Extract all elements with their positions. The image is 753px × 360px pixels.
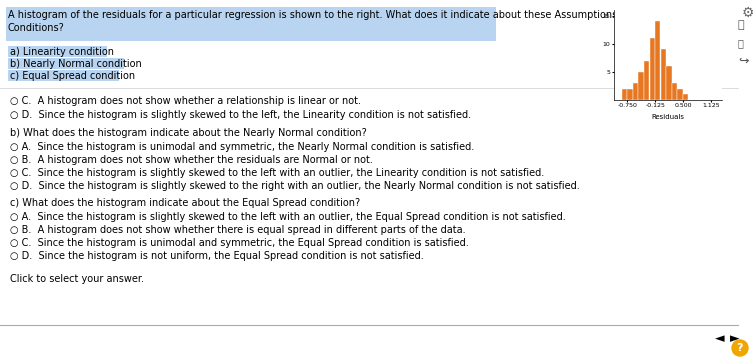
Bar xyxy=(633,83,639,100)
Bar xyxy=(8,46,107,57)
Text: c) What does the histogram indicate about the Equal Spread condition?: c) What does the histogram indicate abou… xyxy=(10,198,360,208)
Bar xyxy=(666,66,672,100)
Text: A histogram of the residuals for a particular regression is shown to the right. : A histogram of the residuals for a parti… xyxy=(8,10,639,33)
Bar xyxy=(678,89,683,100)
Bar xyxy=(661,49,666,100)
Text: ?: ? xyxy=(736,343,743,353)
Bar xyxy=(672,83,677,100)
Text: ↪: ↪ xyxy=(738,55,748,68)
Text: ○ D.  Since the histogram is slightly skewed to the right with an outlier, the N: ○ D. Since the histogram is slightly ske… xyxy=(10,181,580,191)
Bar xyxy=(683,94,688,100)
Text: 🔍: 🔍 xyxy=(738,38,744,48)
Bar xyxy=(639,72,644,100)
Text: ○ A.  Since the histogram is unimodal and symmetric, the Nearly Normal condition: ○ A. Since the histogram is unimodal and… xyxy=(10,142,474,152)
Text: ○ B.  A histogram does not show whether the residuals are Normal or not.: ○ B. A histogram does not show whether t… xyxy=(10,155,373,165)
Bar xyxy=(6,7,496,41)
Circle shape xyxy=(732,340,748,356)
Text: ○ D.  Since the histogram is slightly skewed to the left, the Linearity conditio: ○ D. Since the histogram is slightly ske… xyxy=(10,110,471,120)
Text: Click to select your answer.: Click to select your answer. xyxy=(10,274,144,284)
Bar xyxy=(655,21,660,100)
Bar xyxy=(644,60,649,100)
Text: a) Linearity condition: a) Linearity condition xyxy=(10,47,114,57)
Text: ○ B.  A histogram does not show whether there is equal spread in different parts: ○ B. A histogram does not show whether t… xyxy=(10,225,465,235)
Text: c) Equal Spread condition: c) Equal Spread condition xyxy=(10,71,135,81)
Text: ⚙: ⚙ xyxy=(742,6,753,20)
Text: ○ C.  A histogram does not show whether a relationship is linear or not.: ○ C. A histogram does not show whether a… xyxy=(10,96,361,106)
Text: ►: ► xyxy=(730,332,739,345)
Bar xyxy=(8,70,120,81)
Bar xyxy=(8,58,123,69)
Text: ○ C.  Since the histogram is unimodal and symmetric, the Equal Spread condition : ○ C. Since the histogram is unimodal and… xyxy=(10,238,469,248)
Text: 🔍: 🔍 xyxy=(738,20,745,30)
Text: b) What does the histogram indicate about the Nearly Normal condition?: b) What does the histogram indicate abou… xyxy=(10,128,367,138)
Bar xyxy=(650,38,655,100)
Bar xyxy=(622,89,627,100)
Text: ◄: ◄ xyxy=(715,332,724,345)
Text: ○ C.  Since the histogram is slightly skewed to the left with an outlier, the Li: ○ C. Since the histogram is slightly ske… xyxy=(10,168,544,178)
X-axis label: Residuals: Residuals xyxy=(651,114,684,120)
Text: b) Nearly Normal condition: b) Nearly Normal condition xyxy=(10,59,142,69)
Text: ○ A.  Since the histogram is slightly skewed to the left with an outlier, the Eq: ○ A. Since the histogram is slightly ske… xyxy=(10,212,566,222)
Text: ○ D.  Since the histogram is not uniform, the Equal Spread condition is not sati: ○ D. Since the histogram is not uniform,… xyxy=(10,251,424,261)
Bar xyxy=(627,89,633,100)
